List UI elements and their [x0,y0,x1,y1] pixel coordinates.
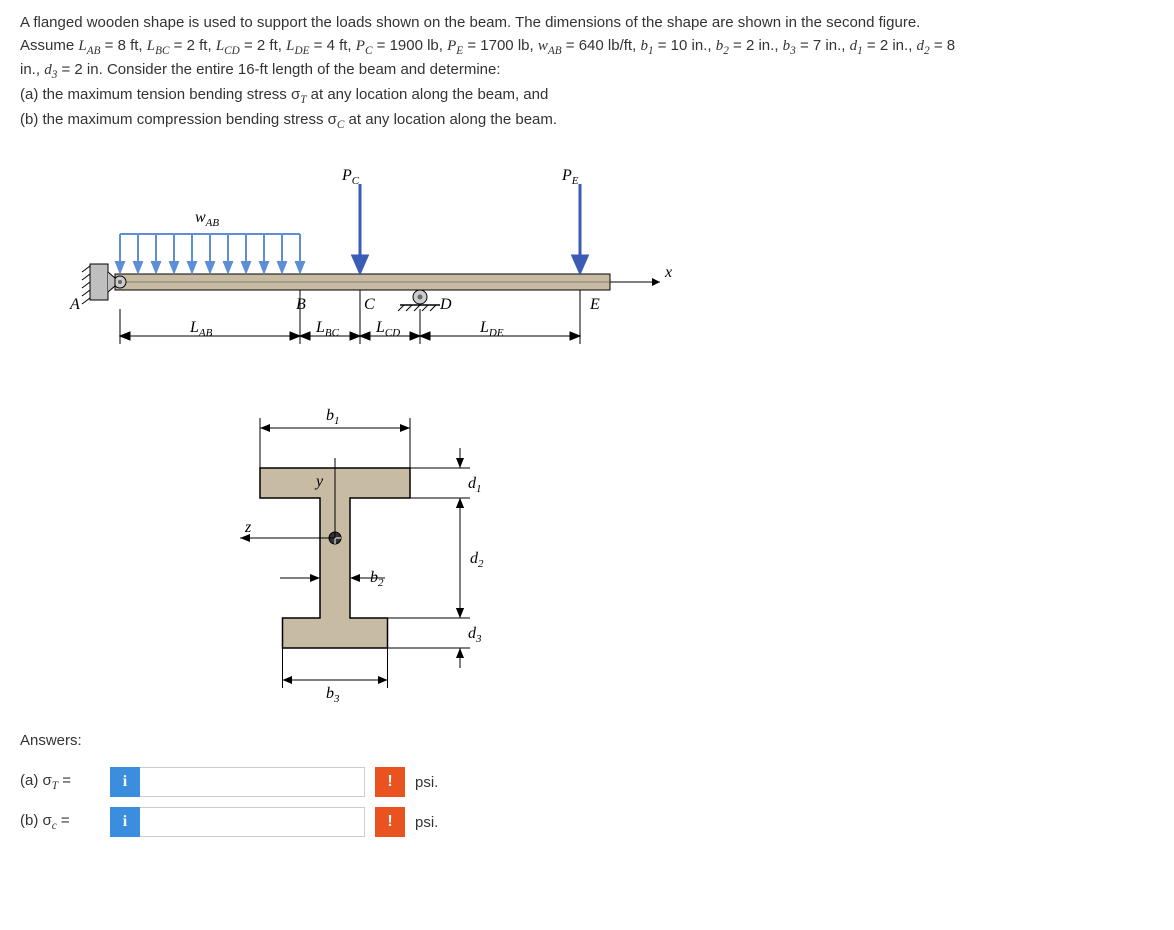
ans-a-pre: (a) σ [20,772,52,789]
section-d2: d2 [470,550,484,570]
section-z: z [244,519,252,536]
val-LCD: 2 ft [257,37,278,54]
section-d3: d3 [468,625,482,645]
section-y: y [314,473,324,490]
val-LBC: 2 ft [187,37,208,54]
problem-line4-end: at any location along the beam, and [306,86,548,103]
cross-section-figure: y z b1 b2 b3 d1 [220,388,530,708]
answer-b-unit: psi. [415,814,438,831]
problem-line1: A flanged wooden shape is used to suppor… [20,14,920,31]
beam-x: x [664,264,672,281]
ans-a-post: = [58,772,71,789]
answer-row-a: (a) σT = i ! psi. [20,767,1154,797]
beam-E: E [589,296,600,313]
section-b3: b3 [326,685,340,705]
val-b2: 2 in. [746,37,774,54]
val-PE: 1700 lb [480,37,529,54]
figures: x A [60,154,1154,712]
beam-B: B [296,296,306,313]
ans-b-post: = [57,812,70,829]
beam-PE: PE [561,167,579,187]
answer-b-input[interactable] [140,807,365,837]
answer-a-unit: psi. [415,774,438,791]
roller-support-icon [398,290,440,311]
val-d2: 8 [947,37,955,54]
answer-a-input[interactable] [140,767,365,797]
problem-statement: A flanged wooden shape is used to suppor… [20,12,1154,134]
beam-wAB: wAB [195,209,219,229]
val-PC: 1900 lb [390,37,439,54]
val-d2c: in. [20,61,36,78]
val-d1: 2 in. [880,37,908,54]
info-icon[interactable]: i [110,767,140,797]
answer-b-label: (b) σc = [20,812,110,832]
beam-A: A [69,296,80,313]
problem-line3: Consider the entire 16-ft length of the … [103,61,501,78]
section-d1: d1 [468,475,482,495]
answer-a-label: (a) σT = [20,772,110,792]
beam-PC: PC [341,167,360,187]
point-load-pe-icon [573,184,587,272]
problem-line5: (b) the maximum compression bending stre… [20,111,337,128]
dim-lines-icon [120,332,580,340]
val-wAB: 640 lb/ft [579,37,632,54]
val-LAB: 8 ft [118,37,139,54]
warning-icon: ! [375,767,405,797]
answer-row-b: (b) σc = i ! psi. [20,807,1154,837]
val-LDE: 4 ft [327,37,348,54]
distributed-load-icon [116,234,304,272]
assume-prefix: Assume [20,37,78,54]
info-icon[interactable]: i [110,807,140,837]
val-d3: 2 in. [74,61,102,78]
section-b1: b1 [326,407,340,427]
section-b2: b2 [370,569,384,589]
ans-b-pre: (b) σ [20,812,52,829]
point-load-pc-icon [353,184,367,272]
answers-block: Answers: (a) σT = i ! psi. (b) σc = i ! … [20,732,1154,837]
problem-line4: (a) the maximum tension bending stress σ [20,86,300,103]
beam-D: D [439,296,452,313]
beam-C: C [364,296,375,313]
warning-icon: ! [375,807,405,837]
beam-figure: x A [60,154,680,374]
val-b3: 7 in. [813,37,841,54]
problem-line5-end: at any location along the beam. [344,111,557,128]
val-b1: 10 in. [671,37,708,54]
answers-title: Answers: [20,732,1154,749]
